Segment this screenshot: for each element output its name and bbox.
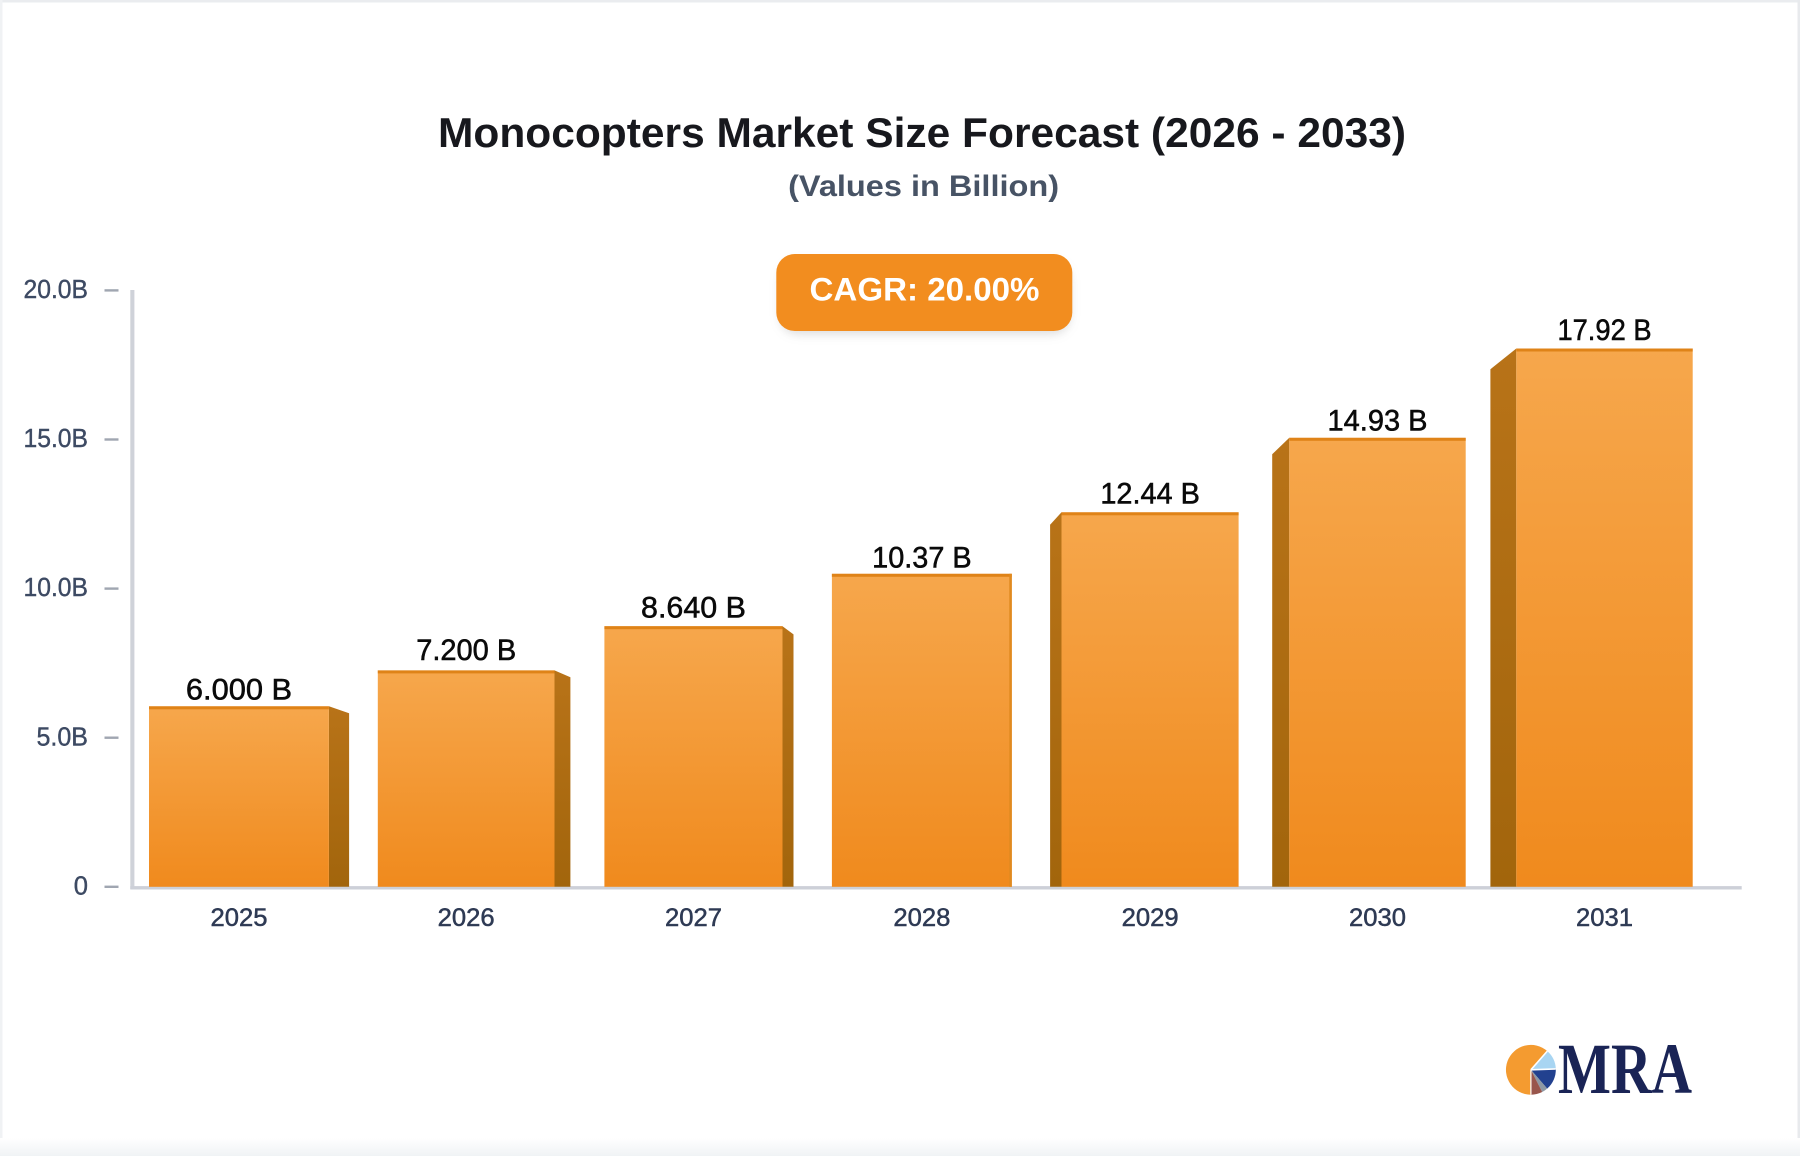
- svg-text:Monocopters Market Size Foreca: Monocopters Market Size Forecast (2026 -…: [438, 109, 1406, 156]
- svg-text:MRA: MRA: [1558, 1028, 1692, 1109]
- svg-text:2031: 2031: [1576, 905, 1633, 932]
- svg-text:2028: 2028: [893, 905, 950, 932]
- svg-text:10.0B: 10.0B: [24, 574, 89, 602]
- svg-text:8.640 B: 8.640 B: [641, 592, 746, 625]
- svg-text:2025: 2025: [211, 905, 268, 932]
- svg-text:15.0B: 15.0B: [24, 425, 89, 453]
- svg-text:0: 0: [74, 873, 88, 901]
- svg-text:CAGR: 20.00%: CAGR: 20.00%: [810, 272, 1040, 308]
- svg-text:2026: 2026: [438, 905, 495, 932]
- svg-text:2030: 2030: [1349, 905, 1406, 932]
- svg-text:12.44 B: 12.44 B: [1100, 478, 1200, 511]
- svg-text:2029: 2029: [1122, 905, 1179, 932]
- svg-text:(Values in Billion): (Values in Billion): [788, 170, 1059, 203]
- svg-text:17.92 B: 17.92 B: [1557, 314, 1651, 347]
- svg-text:7.200 B: 7.200 B: [416, 634, 516, 667]
- svg-text:6.000 B: 6.000 B: [186, 674, 292, 707]
- svg-text:5.0B: 5.0B: [37, 723, 89, 751]
- svg-text:14.93 B: 14.93 B: [1328, 405, 1428, 438]
- svg-text:20.0B: 20.0B: [24, 276, 89, 304]
- svg-text:10.37 B: 10.37 B: [872, 542, 972, 575]
- svg-text:2027: 2027: [665, 905, 722, 932]
